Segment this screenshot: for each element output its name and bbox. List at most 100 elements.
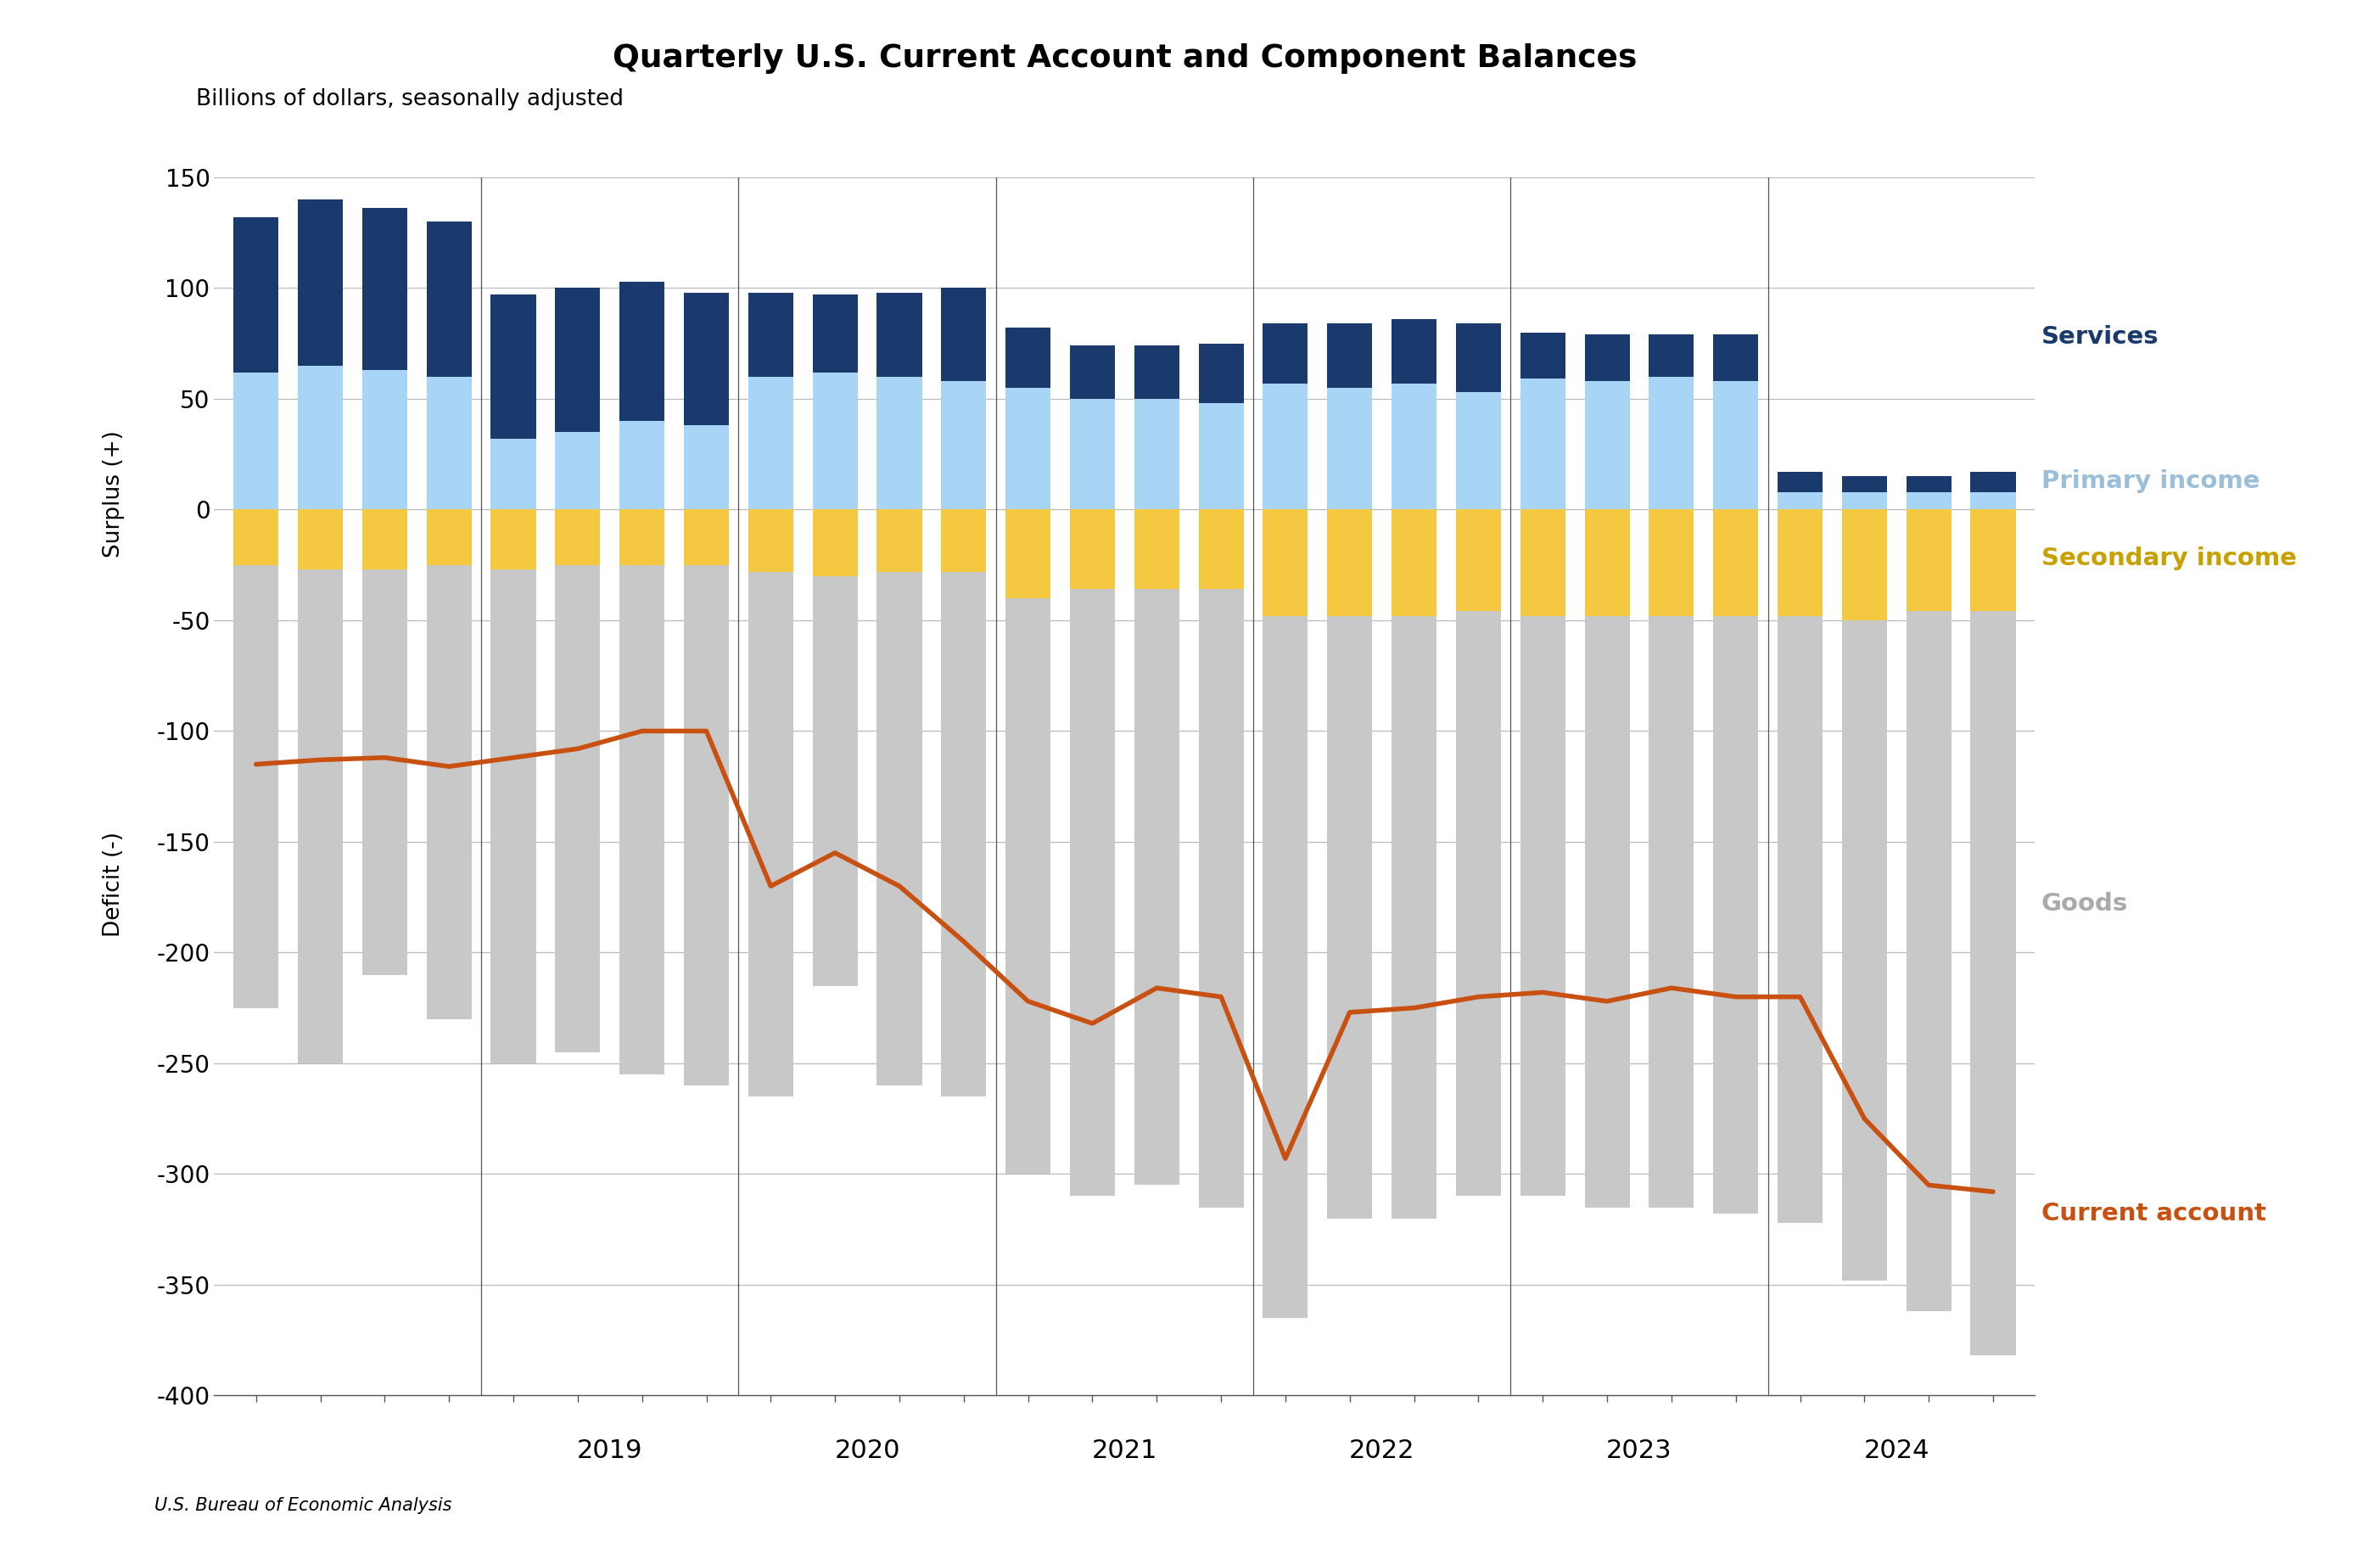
- Bar: [619, 509, 664, 1075]
- Bar: [1585, 509, 1630, 1207]
- Bar: [1071, 509, 1114, 1197]
- Bar: [1842, 509, 1887, 620]
- Bar: [1521, 509, 1566, 615]
- Bar: [876, 376, 921, 509]
- Bar: [1649, 509, 1695, 615]
- Bar: [876, 293, 921, 376]
- Text: Deficit (-): Deficit (-): [102, 831, 126, 936]
- Bar: [298, 509, 343, 1064]
- Bar: [1585, 335, 1630, 381]
- Text: Billions of dollars, seasonally adjusted: Billions of dollars, seasonally adjusted: [195, 88, 624, 111]
- Bar: [555, 509, 600, 564]
- Bar: [812, 509, 857, 985]
- Bar: [555, 509, 600, 1052]
- Bar: [1200, 344, 1245, 404]
- Bar: [555, 432, 600, 509]
- Bar: [940, 509, 985, 1096]
- Bar: [1521, 509, 1566, 1197]
- Bar: [1328, 387, 1373, 509]
- Bar: [747, 509, 793, 572]
- Bar: [1457, 509, 1502, 612]
- Bar: [362, 208, 407, 370]
- Bar: [747, 509, 793, 1096]
- Bar: [1906, 509, 1952, 1311]
- Bar: [1714, 509, 1759, 615]
- Text: Current account: Current account: [2042, 1203, 2266, 1226]
- Bar: [1135, 399, 1178, 509]
- Bar: [683, 509, 728, 1086]
- Bar: [1714, 509, 1759, 1214]
- Bar: [1585, 509, 1630, 615]
- Bar: [812, 509, 857, 577]
- Bar: [619, 282, 664, 421]
- Bar: [1071, 509, 1114, 589]
- Text: Quarterly U.S. Current Account and Component Balances: Quarterly U.S. Current Account and Compo…: [612, 43, 1637, 74]
- Bar: [1392, 509, 1438, 1218]
- Bar: [1971, 472, 2016, 492]
- Bar: [1200, 404, 1245, 509]
- Bar: [426, 376, 471, 509]
- Bar: [619, 421, 664, 509]
- Text: Secondary income: Secondary income: [2042, 546, 2297, 571]
- Text: 2022: 2022: [1349, 1439, 1414, 1463]
- Bar: [1457, 324, 1502, 392]
- Bar: [1842, 492, 1887, 509]
- Bar: [490, 295, 536, 438]
- Bar: [1392, 384, 1438, 509]
- Bar: [876, 509, 921, 572]
- Bar: [233, 217, 278, 372]
- Text: 2019: 2019: [576, 1439, 643, 1463]
- Bar: [940, 288, 985, 381]
- Bar: [619, 509, 664, 564]
- Text: Goods: Goods: [2042, 891, 2128, 916]
- Bar: [1004, 328, 1050, 387]
- Bar: [1392, 509, 1438, 615]
- Bar: [1906, 476, 1952, 492]
- Bar: [233, 509, 278, 564]
- Bar: [747, 293, 793, 376]
- Bar: [1521, 379, 1566, 509]
- Bar: [683, 426, 728, 509]
- Bar: [1004, 509, 1050, 598]
- Bar: [1778, 492, 1823, 509]
- Bar: [1264, 384, 1309, 509]
- Bar: [1842, 509, 1887, 1280]
- Bar: [1135, 345, 1178, 399]
- Bar: [683, 293, 728, 426]
- Bar: [1649, 335, 1695, 376]
- Bar: [1200, 509, 1245, 589]
- Bar: [490, 438, 536, 509]
- Bar: [1778, 472, 1823, 492]
- Bar: [1457, 392, 1502, 509]
- Text: 2024: 2024: [1864, 1439, 1930, 1463]
- Bar: [1328, 509, 1373, 1218]
- Bar: [555, 288, 600, 432]
- Bar: [876, 509, 921, 1086]
- Bar: [1521, 333, 1566, 379]
- Bar: [1328, 509, 1373, 615]
- Text: Surplus (+): Surplus (+): [102, 430, 126, 558]
- Bar: [1004, 509, 1050, 1173]
- Bar: [1971, 492, 2016, 509]
- Bar: [1457, 509, 1502, 1197]
- Bar: [747, 376, 793, 509]
- Bar: [426, 509, 471, 1019]
- Bar: [1778, 509, 1823, 615]
- Text: 2021: 2021: [1092, 1439, 1157, 1463]
- Bar: [812, 295, 857, 372]
- Bar: [1328, 324, 1373, 387]
- Bar: [298, 365, 343, 509]
- Bar: [1906, 509, 1952, 612]
- Text: Primary income: Primary income: [2042, 469, 2259, 492]
- Bar: [490, 509, 536, 569]
- Bar: [1971, 509, 2016, 612]
- Bar: [1264, 509, 1309, 1318]
- Bar: [1842, 476, 1887, 492]
- Bar: [362, 370, 407, 509]
- Bar: [362, 509, 407, 569]
- Bar: [362, 509, 407, 975]
- Bar: [940, 381, 985, 509]
- Bar: [1649, 509, 1695, 1207]
- Bar: [812, 372, 857, 509]
- Text: Services: Services: [2042, 325, 2159, 348]
